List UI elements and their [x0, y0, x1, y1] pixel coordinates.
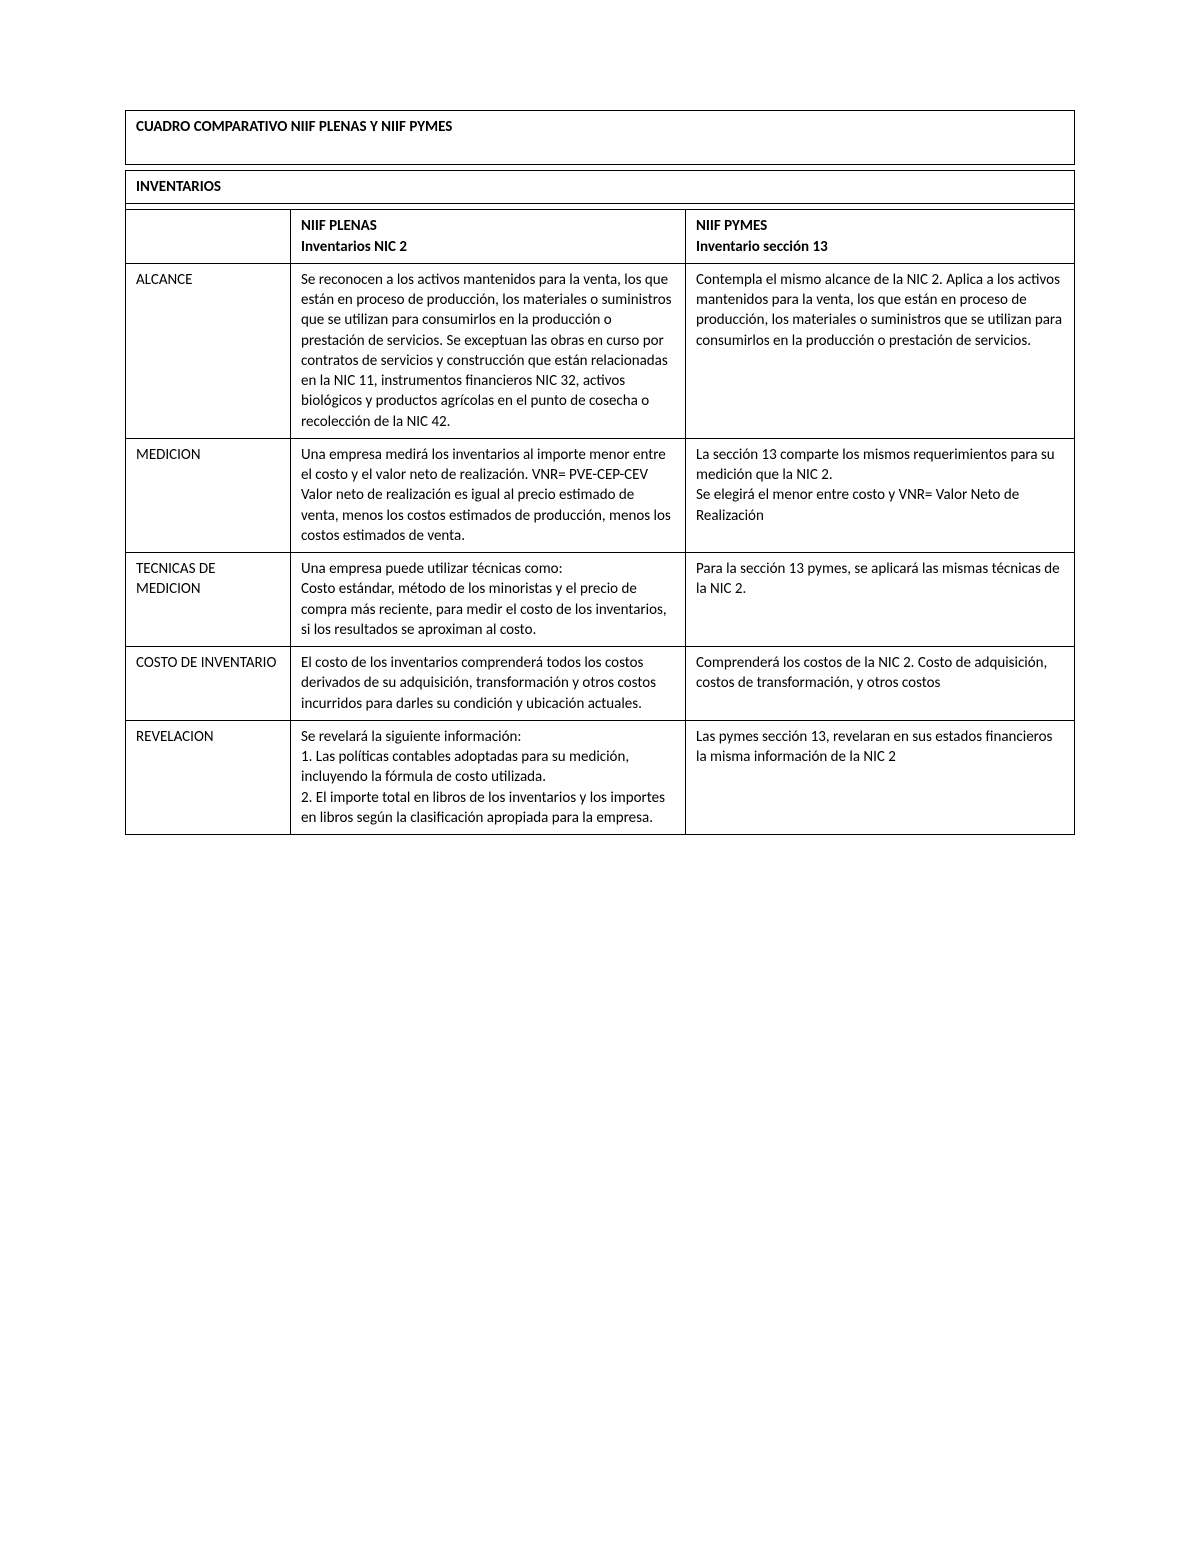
row-label: MEDICION	[126, 438, 291, 552]
table-row: ALCANCESe reconocen a los activos manten…	[126, 263, 1075, 438]
row-plenas: Una empresa puede utilizar técnicas como…	[291, 553, 686, 647]
header-plenas-title: NIIF PLENAS	[301, 217, 377, 235]
row-label: REVELACION	[126, 720, 291, 834]
header-empty	[126, 210, 291, 264]
header-pymes-sub: Inventario sección 13	[696, 238, 828, 256]
table-row: REVELACIONSe revelará la siguiente infor…	[126, 720, 1075, 834]
row-pymes: Para la sección 13 pymes, se aplicará la…	[686, 553, 1075, 647]
header-pymes-title: NIIF PYMES	[696, 217, 767, 235]
section-title: INVENTARIOS	[126, 171, 1075, 204]
header-plenas: NIIF PLENAS Inventarios NIC 2	[291, 210, 686, 264]
row-pymes: La sección 13 comparte los mismos requer…	[686, 438, 1075, 552]
comparison-table: CUADRO COMPARATIVO NIIF PLENAS Y NIIF PY…	[125, 110, 1075, 835]
table-row: TECNICAS DE MEDICIONUna empresa puede ut…	[126, 553, 1075, 647]
table-row: COSTO DE INVENTARIOEl costo de los inven…	[126, 647, 1075, 721]
row-label: TECNICAS DE MEDICION	[126, 553, 291, 647]
title-row: CUADRO COMPARATIVO NIIF PLENAS Y NIIF PY…	[126, 111, 1075, 165]
header-row: NIIF PLENAS Inventarios NIC 2 NIIF PYMES…	[126, 210, 1075, 264]
row-label: ALCANCE	[126, 263, 291, 438]
row-pymes: Las pymes sección 13, revelaran en sus e…	[686, 720, 1075, 834]
row-plenas: Se reconocen a los activos mantenidos pa…	[291, 263, 686, 438]
header-pymes: NIIF PYMES Inventario sección 13	[686, 210, 1075, 264]
row-plenas: Se revelará la siguiente información:1. …	[291, 720, 686, 834]
section-row: INVENTARIOS	[126, 171, 1075, 204]
row-pymes: Contempla el mismo alcance de la NIC 2. …	[686, 263, 1075, 438]
row-plenas: El costo de los inventarios comprenderá …	[291, 647, 686, 721]
row-label: COSTO DE INVENTARIO	[126, 647, 291, 721]
header-plenas-sub: Inventarios NIC 2	[301, 238, 407, 256]
row-pymes: Comprenderá los costos de la NIC 2. Cost…	[686, 647, 1075, 721]
table-row: MEDICIONUna empresa medirá los inventari…	[126, 438, 1075, 552]
row-plenas: Una empresa medirá los inventarios al im…	[291, 438, 686, 552]
document-title: CUADRO COMPARATIVO NIIF PLENAS Y NIIF PY…	[126, 111, 1075, 165]
